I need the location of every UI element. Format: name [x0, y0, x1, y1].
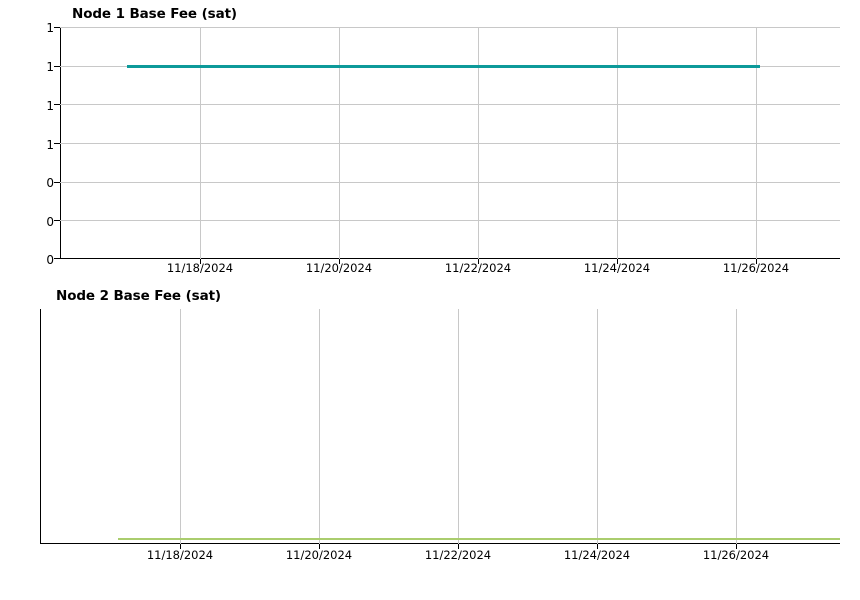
chart-1-xtick-label-0: 11/18/2024 — [166, 261, 234, 275]
chart-2-x-tick — [319, 544, 320, 549]
chart-1-ytick-label-2: 1 — [46, 99, 54, 113]
chart-1-xtick-label-2: 11/22/2024 — [444, 261, 512, 275]
chart-1-series-line-node-1 — [127, 65, 760, 68]
chart-1-xtick-label-4: 11/26/2024 — [722, 261, 790, 275]
chart-1-y-tick — [54, 66, 60, 67]
chart-2-x-tick — [736, 544, 737, 549]
chart-1-x-tick — [756, 259, 757, 264]
chart-2-x-tick — [180, 544, 181, 549]
chart-1-plot-area — [54, 27, 840, 264]
chart-2-x-tick — [597, 544, 598, 549]
chart-1-ytick-label-0: 1 — [46, 21, 54, 35]
chart-2-xtick-label-2: 11/22/2024 — [424, 548, 492, 562]
chart-2-plot-area — [40, 309, 840, 549]
chart-1-y-tick — [54, 258, 60, 259]
chart-2-gridline-v — [597, 309, 598, 544]
chart-1-title: Node 1 Base Fee (sat) — [72, 6, 238, 22]
chart-1-x-tick — [200, 259, 201, 264]
chart-1-y-tick — [54, 182, 60, 183]
chart-2-gridline-v — [180, 309, 181, 544]
chart-1-gridline-h — [60, 220, 840, 221]
chart-1-gridline-h — [60, 104, 840, 105]
chart-1-xtick-label-3: 11/24/2024 — [583, 261, 651, 275]
chart-1-xtick-label-1: 11/20/2024 — [305, 261, 373, 275]
chart-2-xtick-label-4: 11/26/2024 — [702, 548, 770, 562]
chart-2-gridline-v — [736, 309, 737, 544]
chart-1-x-tick — [478, 259, 479, 264]
chart-1-gridline-h — [60, 27, 840, 28]
chart-2-gridline-v — [458, 309, 459, 544]
chart-1-x-tick — [339, 259, 340, 264]
chart-1-y-tick — [54, 104, 60, 105]
chart-1-y-tick — [54, 220, 60, 221]
chart-2-xtick-label-0: 11/18/2024 — [146, 548, 214, 562]
chart-1-x-axis — [60, 258, 840, 259]
chart-1-y-tick — [54, 27, 60, 28]
chart-2-x-tick — [458, 544, 459, 549]
chart-2-x-axis — [40, 543, 840, 544]
chart-1-ytick-label-1: 1 — [46, 60, 54, 74]
chart-1-x-tick — [617, 259, 618, 264]
chart-2-y-axis — [40, 309, 41, 544]
chart-panel-node-2: Node 2 Base Fee (sat) 11/18/2024 11/20/2… — [0, 285, 860, 600]
chart-2-gridline-v — [319, 309, 320, 544]
chart-1-gridline-h — [60, 143, 840, 144]
chart-1-gridline-h — [60, 182, 840, 183]
chart-2-series-line-node-2 — [118, 538, 840, 540]
chart-1-ytick-label-5: 0 — [46, 215, 54, 229]
chart-1-gridline-v — [200, 27, 201, 259]
chart-2-title: Node 2 Base Fee (sat) — [56, 288, 222, 304]
chart-1-gridline-v — [617, 27, 618, 259]
chart-panel-node-1: Node 1 Base Fee (sat) 1 1 1 1 0 0 0 — [0, 0, 860, 285]
chart-1-ytick-label-4: 0 — [46, 176, 54, 190]
chart-1-ytick-label-3: 1 — [46, 138, 54, 152]
chart-2-xtick-label-1: 11/20/2024 — [285, 548, 353, 562]
chart-1-y-tick — [54, 143, 60, 144]
chart-1-gridline-v — [339, 27, 340, 259]
chart-2-xtick-label-3: 11/24/2024 — [563, 548, 631, 562]
chart-1-ytick-label-6: 0 — [46, 253, 54, 267]
chart-1-gridline-v — [756, 27, 757, 259]
chart-1-gridline-v — [478, 27, 479, 259]
